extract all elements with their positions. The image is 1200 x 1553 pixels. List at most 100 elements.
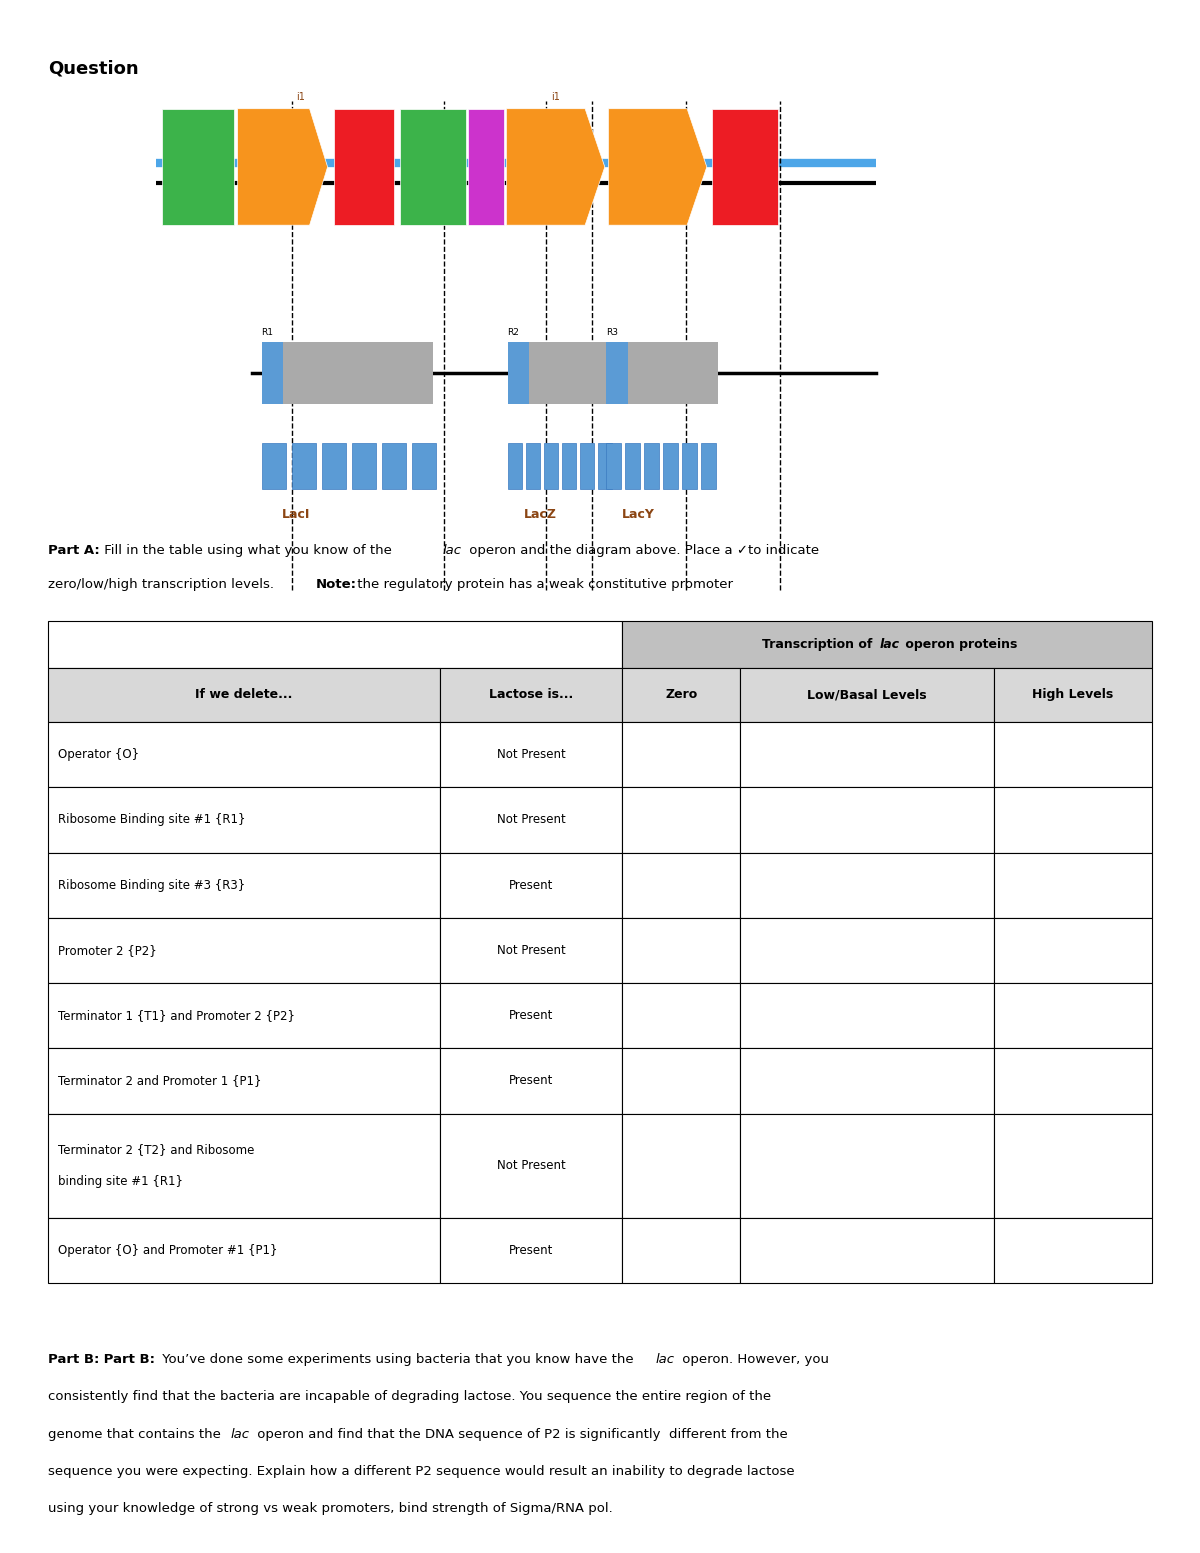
Bar — [508, 443, 522, 489]
Bar — [606, 342, 628, 404]
Bar — [606, 443, 622, 489]
Text: Zero: Zero — [665, 688, 697, 702]
Bar — [48, 1218, 440, 1283]
Bar — [48, 983, 440, 1048]
Text: Operator {O} and Promoter #1 {P1}: Operator {O} and Promoter #1 {P1} — [58, 1244, 277, 1256]
Bar — [740, 1218, 994, 1283]
Text: Lactose is...: Lactose is... — [488, 688, 574, 702]
Bar — [994, 1048, 1152, 1114]
Bar — [994, 983, 1152, 1048]
Bar — [322, 443, 346, 489]
Text: Transcription of: Transcription of — [762, 638, 876, 651]
Polygon shape — [608, 109, 707, 225]
Text: Fill in the table using what you know of the: Fill in the table using what you know of… — [100, 544, 396, 556]
Bar — [400, 109, 466, 225]
Text: lacY: lacY — [634, 160, 662, 174]
Text: Not Present: Not Present — [497, 1159, 565, 1173]
Bar — [740, 787, 994, 853]
Bar — [440, 1048, 622, 1114]
Text: Not Present: Not Present — [497, 814, 565, 826]
Text: Terminator 2 {T2} and Ribosome: Terminator 2 {T2} and Ribosome — [58, 1143, 254, 1157]
Text: lac: lac — [655, 1353, 674, 1367]
Text: High Levels: High Levels — [1032, 688, 1114, 702]
Text: operon and find that the DNA sequence of P2 is significantly  different from the: operon and find that the DNA sequence of… — [253, 1427, 787, 1441]
Text: LacZ: LacZ — [523, 508, 557, 520]
Bar — [622, 1048, 740, 1114]
Text: lac: lac — [443, 544, 461, 556]
Bar — [440, 1218, 622, 1283]
Bar — [628, 342, 718, 404]
Text: Ribosome Binding site #3 {R3}: Ribosome Binding site #3 {R3} — [58, 879, 245, 891]
Bar — [334, 109, 394, 225]
Bar — [644, 443, 659, 489]
Text: Present: Present — [509, 879, 553, 891]
Bar — [48, 1114, 440, 1218]
Bar — [994, 722, 1152, 787]
Text: Terminator 2 and Promoter 1 {P1}: Terminator 2 and Promoter 1 {P1} — [58, 1075, 262, 1087]
Bar — [508, 342, 529, 404]
Bar — [440, 722, 622, 787]
Text: lac: lac — [880, 638, 900, 651]
Text: R2: R2 — [508, 328, 520, 337]
Text: Present: Present — [509, 1009, 553, 1022]
Text: R1: R1 — [262, 328, 274, 337]
Text: lac: lac — [230, 1427, 250, 1441]
Bar — [994, 1114, 1152, 1218]
Text: P1: P1 — [188, 160, 208, 174]
Bar — [622, 918, 740, 983]
Bar — [48, 853, 440, 918]
Text: T2: T2 — [734, 160, 755, 174]
Text: ORF1: ORF1 — [343, 368, 373, 377]
Text: genome that contains the: genome that contains the — [48, 1427, 226, 1441]
Bar — [48, 787, 440, 853]
Bar — [352, 443, 376, 489]
Bar — [622, 722, 740, 787]
Text: LacY: LacY — [622, 508, 655, 520]
Bar — [622, 1114, 740, 1218]
Text: Part B:: Part B: — [100, 1353, 155, 1367]
Bar — [740, 722, 994, 787]
Bar — [740, 668, 994, 722]
Bar — [48, 668, 440, 722]
Bar — [598, 443, 612, 489]
Text: i1: i1 — [551, 93, 559, 102]
Bar — [740, 1048, 994, 1114]
Text: Present: Present — [509, 1075, 553, 1087]
Bar — [382, 443, 406, 489]
Text: Part A:: Part A: — [48, 544, 100, 556]
Polygon shape — [506, 109, 605, 225]
Text: If we delete...: If we delete... — [196, 688, 293, 702]
Polygon shape — [238, 109, 328, 225]
Bar — [682, 443, 697, 489]
Bar — [994, 918, 1152, 983]
Text: ORF2: ORF2 — [556, 368, 587, 377]
Bar — [622, 621, 1152, 668]
Text: consistently find that the bacteria are incapable of degrading lactose. You sequ: consistently find that the bacteria are … — [48, 1390, 772, 1404]
Bar — [622, 1218, 740, 1283]
Bar — [440, 983, 622, 1048]
Text: Operator {O}: Operator {O} — [58, 749, 139, 761]
Bar — [622, 668, 740, 722]
Text: operon and the diagram above. Place a ✓to indicate: operon and the diagram above. Place a ✓t… — [464, 544, 818, 556]
Bar — [412, 443, 436, 489]
Bar — [292, 443, 316, 489]
Bar — [562, 443, 576, 489]
Bar — [701, 443, 716, 489]
Text: Terminator 1 {T1} and Promoter 2 {P2}: Terminator 1 {T1} and Promoter 2 {P2} — [58, 1009, 295, 1022]
Text: P2: P2 — [422, 160, 443, 174]
Text: zero/low/high transcription levels.: zero/low/high transcription levels. — [48, 578, 278, 590]
Bar — [48, 621, 622, 668]
Bar — [712, 109, 778, 225]
Bar — [994, 1218, 1152, 1283]
Text: Ribosome Binding site #1 {R1}: Ribosome Binding site #1 {R1} — [58, 814, 245, 826]
Text: LacI: LacI — [282, 508, 311, 520]
Bar — [262, 342, 283, 404]
Text: Part B:: Part B: — [48, 1353, 100, 1367]
Text: operon proteins: operon proteins — [901, 638, 1018, 651]
Text: You’ve done some experiments using bacteria that you know have the: You’ve done some experiments using bacte… — [158, 1353, 637, 1367]
Text: ORF3: ORF3 — [658, 368, 688, 377]
Bar — [162, 109, 234, 225]
Bar — [740, 918, 994, 983]
Text: O: O — [480, 160, 492, 174]
Bar — [544, 443, 558, 489]
